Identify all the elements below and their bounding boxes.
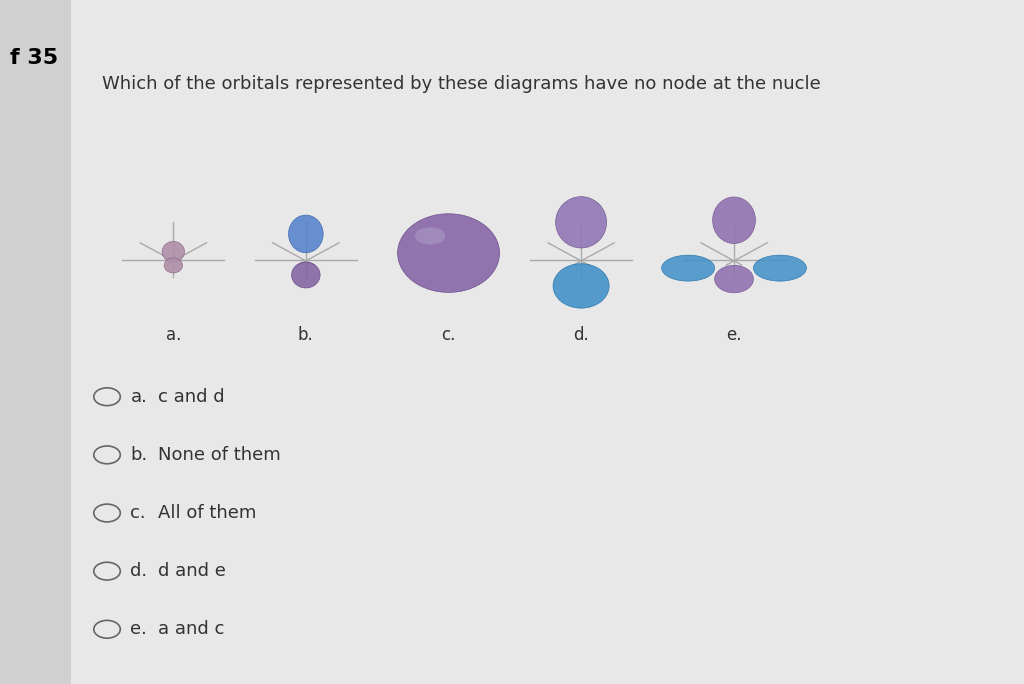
Ellipse shape [715, 265, 754, 293]
Ellipse shape [556, 197, 606, 248]
Text: d.: d. [130, 562, 147, 580]
Ellipse shape [415, 227, 445, 245]
Ellipse shape [289, 215, 324, 253]
Text: b.: b. [130, 446, 147, 464]
Text: All of them: All of them [158, 504, 256, 522]
Text: a.: a. [130, 388, 147, 406]
Ellipse shape [397, 213, 500, 293]
Ellipse shape [713, 197, 756, 244]
Text: d.: d. [573, 326, 589, 344]
Text: a.: a. [166, 326, 181, 344]
Text: f 35: f 35 [10, 48, 58, 68]
Text: e.: e. [130, 620, 147, 638]
Bar [0, 0, 72, 684]
Ellipse shape [553, 264, 609, 308]
Text: None of them: None of them [158, 446, 281, 464]
Ellipse shape [754, 255, 807, 281]
Text: c.: c. [130, 504, 146, 522]
Text: e.: e. [726, 326, 741, 344]
Ellipse shape [164, 258, 182, 273]
Text: b.: b. [298, 326, 313, 344]
Text: a and c: a and c [158, 620, 224, 638]
Text: d and e: d and e [158, 562, 226, 580]
Ellipse shape [162, 241, 184, 262]
Text: c.: c. [441, 326, 456, 344]
Ellipse shape [662, 255, 715, 281]
Text: c and d: c and d [158, 388, 224, 406]
Text: Which of the orbitals represented by these diagrams have no node at the nucle: Which of the orbitals represented by the… [102, 75, 820, 93]
Ellipse shape [292, 262, 321, 288]
